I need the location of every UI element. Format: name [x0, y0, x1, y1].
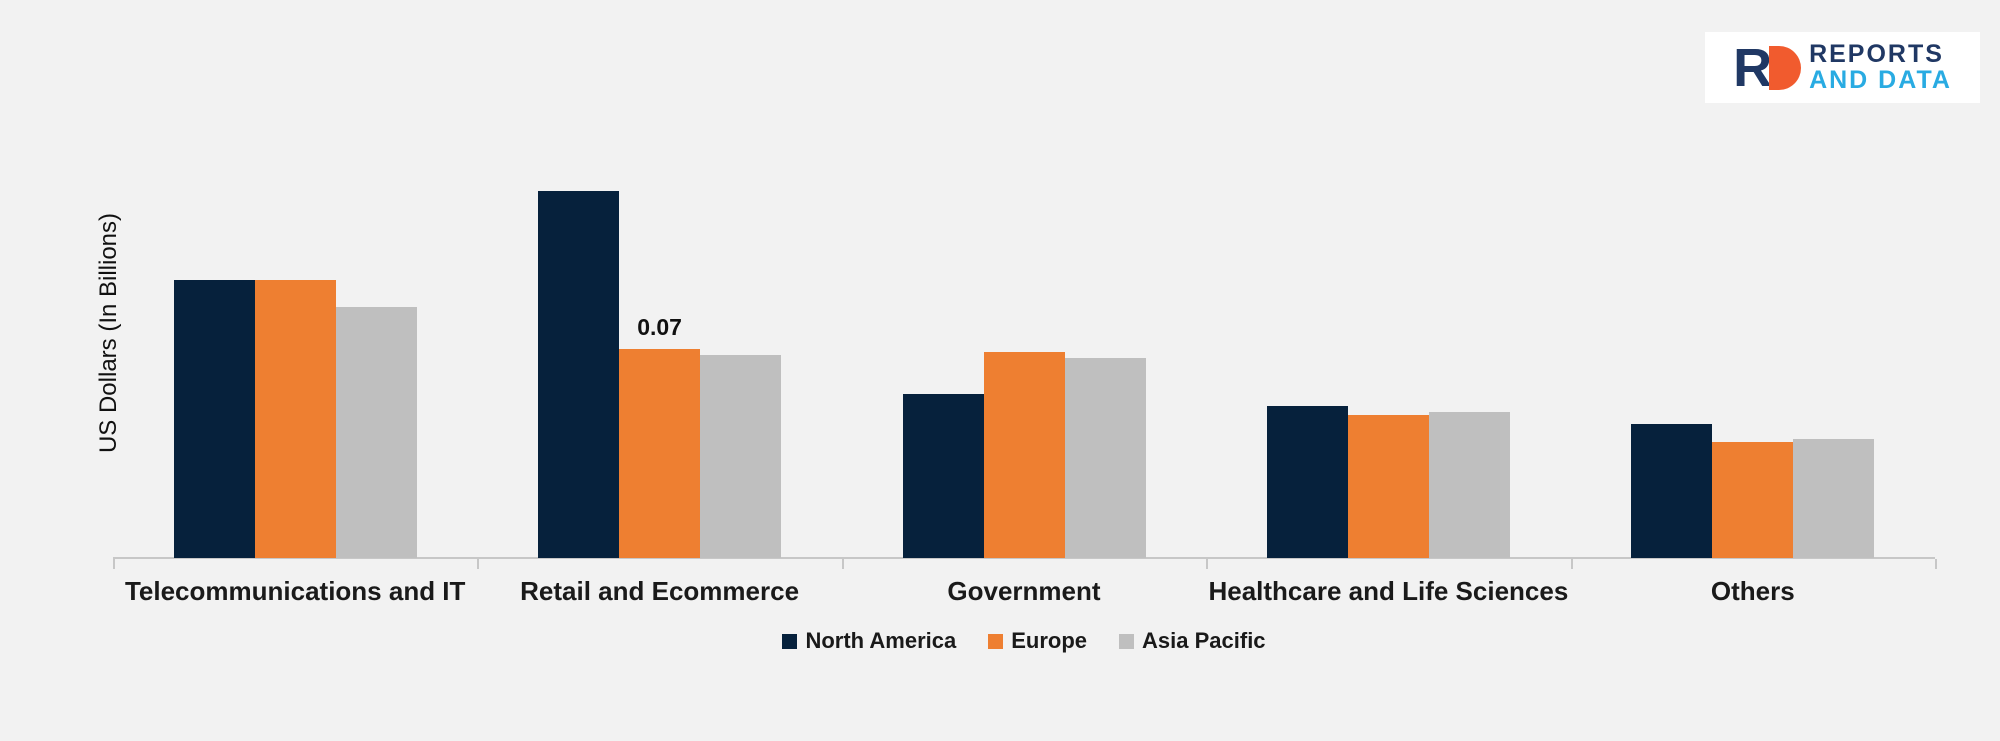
legend-item-north-america: North America — [782, 628, 956, 654]
x-axis-tick — [1935, 559, 1937, 569]
bar-north-america — [1266, 406, 1348, 558]
category-label: Government — [947, 576, 1101, 606]
x-axis-tick — [1570, 559, 1573, 569]
bar-north-america — [902, 394, 984, 558]
legend-label: Asia Pacific — [1142, 628, 1266, 653]
logo-letter-d-icon — [1769, 45, 1802, 90]
legend-label: North America — [805, 628, 957, 653]
x-axis-tick — [113, 559, 115, 569]
bar-asia-pacific — [1793, 439, 1875, 558]
legend-swatch-icon — [782, 633, 798, 649]
category-axis-labels: Telecommunications and IT Retail and Ecom… — [113, 576, 1935, 610]
category-label: Healthcare and Life Sciences — [1208, 576, 1569, 606]
category-label: Retail and Ecommerce — [520, 576, 800, 606]
logo-letter-r: R — [1733, 37, 1772, 98]
category-label: Others — [1710, 576, 1795, 606]
category-label: Telecommunications and IT — [124, 576, 466, 606]
reports-and-data-logo: R REPORTS AND DATA — [1705, 32, 1980, 103]
bar-value-label: 0.07 — [637, 314, 682, 340]
bar-europe — [1712, 442, 1794, 558]
bar-europe — [983, 352, 1065, 558]
bar-europe — [1347, 415, 1429, 558]
legend-label: Europe — [1011, 628, 1088, 653]
plot-area: 0.07 — [113, 99, 1937, 569]
bar-europe — [254, 280, 336, 558]
legend-item-europe: Europe — [988, 628, 1087, 654]
bar-north-america — [1631, 424, 1713, 558]
x-axis-tick — [477, 559, 480, 569]
legend: North America Europe Asia Pacific — [113, 628, 1935, 654]
bar-north-america — [173, 280, 255, 558]
logo-rd-mark-icon: R — [1733, 37, 1802, 98]
bar-asia-pacific — [335, 307, 417, 558]
x-axis-tick — [1206, 559, 1209, 569]
bar-north-america — [538, 191, 620, 558]
bar-asia-pacific — [1428, 412, 1510, 558]
x-axis-tick — [841, 559, 844, 569]
logo-text-and-data: AND DATA — [1809, 65, 1952, 94]
x-axis-line — [113, 557, 1935, 559]
legend-swatch-icon — [1119, 633, 1135, 649]
legend-swatch-icon — [988, 633, 1004, 649]
bar-asia-pacific — [700, 355, 782, 558]
legend-item-asia-pacific: Asia Pacific — [1119, 628, 1266, 654]
bar-europe — [619, 349, 701, 558]
bar-asia-pacific — [1064, 358, 1146, 558]
logo-text-reports: REPORTS — [1809, 40, 1944, 68]
